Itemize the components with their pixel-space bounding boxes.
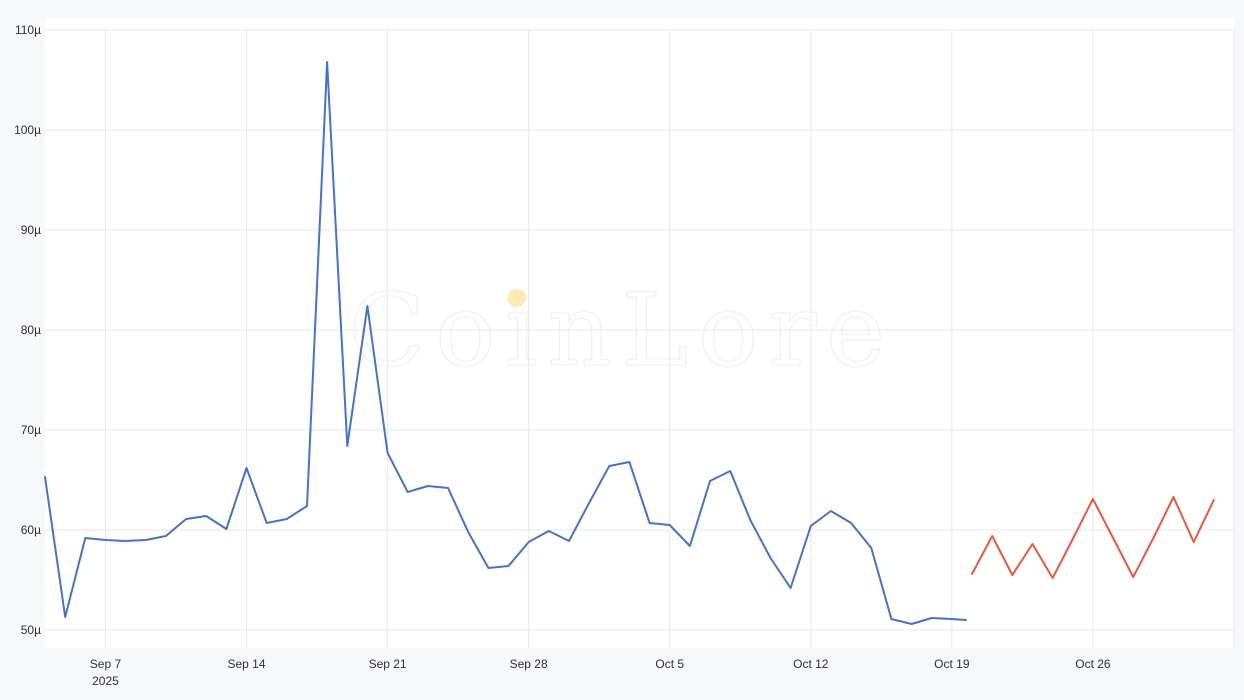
plot-area-background — [45, 18, 1234, 648]
svg-text:100µ: 100µ — [14, 123, 41, 137]
x-axis-labels: Sep 7 2025 Sep 14 Sep 21 Sep 28 Oct 5 Oct 12 Oc… — [90, 657, 1111, 688]
svg-text:2025: 2025 — [92, 674, 119, 688]
svg-text:110µ: 110µ — [15, 23, 41, 37]
price-forecast-line — [971, 496, 1215, 579]
svg-text:80µ: 80µ — [21, 323, 41, 337]
svg-text:Sep 14: Sep 14 — [228, 657, 266, 671]
svg-text:Oct 5: Oct 5 — [655, 657, 684, 671]
price-history-line — [44, 61, 967, 625]
svg-text:Sep 28: Sep 28 — [510, 657, 548, 671]
svg-text:Oct 19: Oct 19 — [934, 657, 970, 671]
svg-text:Sep 21: Sep 21 — [369, 657, 407, 671]
horizontal-gridlines — [45, 29, 1234, 631]
svg-text:Oct 12: Oct 12 — [793, 657, 829, 671]
svg-text:60µ: 60µ — [21, 523, 41, 537]
svg-text:Sep 7: Sep 7 — [90, 657, 122, 671]
svg-text:90µ: 90µ — [21, 223, 41, 237]
vertical-gridlines — [104, 30, 1235, 648]
y-axis-labels: 110µ 100µ 90µ 80µ 70µ 60µ 50µ — [14, 23, 41, 637]
svg-text:50µ: 50µ — [21, 623, 41, 637]
svg-text:Oct 26: Oct 26 — [1075, 657, 1111, 671]
highlight-dot — [507, 289, 526, 307]
svg-text:70µ: 70µ — [21, 423, 41, 437]
